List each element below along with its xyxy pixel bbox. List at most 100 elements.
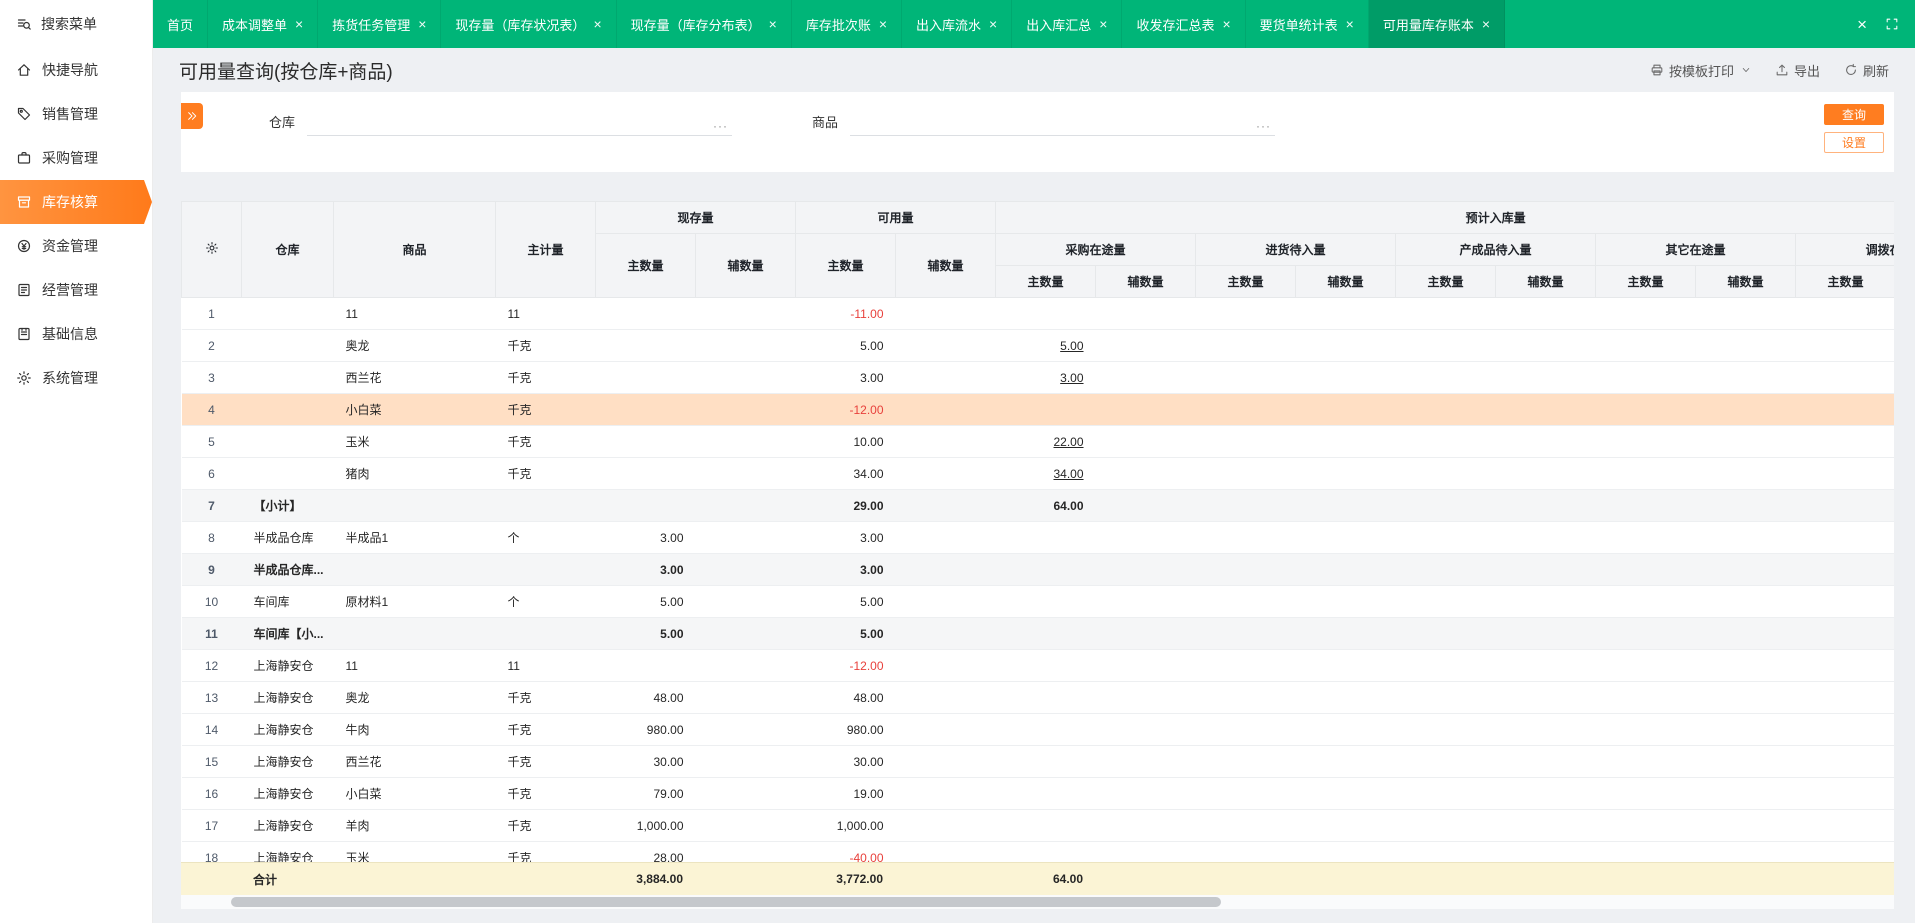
col-header-unit[interactable]: 主计量: [495, 201, 596, 298]
col-group-purchase-transit[interactable]: 采购在途量: [995, 233, 1197, 266]
col-group-incoming-pending[interactable]: 进货待入量: [1195, 233, 1397, 266]
chevron-down-icon[interactable]: [1741, 65, 1751, 75]
expand-filter-button[interactable]: [181, 103, 203, 129]
col-group-available[interactable]: 可用量: [795, 201, 997, 234]
total-row[interactable]: 合计 3,884.00 3,772.00 64.00: [181, 863, 1894, 895]
table-row[interactable]: 1 11 11 -11.00: [181, 297, 1894, 330]
col-header-aux-qty[interactable]: 辅数量: [1695, 265, 1797, 298]
col-group-other-transit[interactable]: 其它在途量: [1595, 233, 1797, 266]
col-group-allocation-transit[interactable]: 调拨在途量: [1795, 233, 1894, 266]
col-header-warehouse[interactable]: 仓库: [241, 201, 334, 298]
tab-close-icon[interactable]: ×: [1345, 16, 1354, 32]
product-picker-button[interactable]: ···: [1256, 119, 1272, 133]
table-row[interactable]: 17 上海静安仓 羊肉 千克 1,000.00 1,000.00: [181, 809, 1894, 842]
export-button[interactable]: 导出: [1775, 61, 1820, 80]
tab-close-icon[interactable]: ×: [593, 16, 602, 32]
drilldown-link-po_main[interactable]: 3.00: [995, 361, 1096, 394]
cell-other_main: [1595, 681, 1696, 714]
col-group-finished-pending[interactable]: 产成品待入量: [1395, 233, 1597, 266]
tab-home[interactable]: 首页: [153, 0, 209, 48]
sidebar-item-label: 经营管理: [42, 282, 98, 298]
table-row[interactable]: 15 上海静安仓 西兰花 千克 30.00 30.00: [181, 745, 1894, 778]
col-group-expected-inbound[interactable]: 预计入库量: [995, 201, 1894, 234]
tab-batch-ledger[interactable]: 库存批次账 ×: [792, 0, 903, 48]
search-menu-button[interactable]: 搜索菜单: [0, 0, 152, 48]
table-row[interactable]: 14 上海静安仓 牛肉 千克 980.00 980.00: [181, 713, 1894, 746]
sidebar-item-funds[interactable]: 资金管理: [0, 224, 152, 268]
sidebar-item-purchase[interactable]: 采购管理: [0, 136, 152, 180]
sidebar-item-basic-info[interactable]: 基础信息: [0, 312, 152, 356]
col-header-aux-qty[interactable]: 辅数量: [895, 233, 997, 298]
tab-cost-adjust[interactable]: 成本调整单 ×: [208, 0, 319, 48]
table-row[interactable]: 8 半成品仓库 半成品1 个 3.00 3.00: [181, 521, 1894, 554]
table-row[interactable]: 2 奥龙 千克 5.00 5.00: [181, 329, 1894, 362]
table-row[interactable]: 7 【小计】 29.00 64.00: [181, 489, 1894, 522]
table-row[interactable]: 3 西兰花 千克 3.00 3.00: [181, 361, 1894, 394]
col-header-main-qty[interactable]: 主数量: [795, 233, 897, 298]
sidebar-item-inventory[interactable]: 库存核算: [0, 180, 152, 224]
col-header-main-qty[interactable]: 主数量: [1395, 265, 1497, 298]
tab-inout-flow[interactable]: 出入库流水 ×: [902, 0, 1013, 48]
tab-close-icon[interactable]: ×: [1481, 16, 1491, 32]
col-header-aux-qty[interactable]: 辅数量: [694, 233, 797, 298]
cell-cur_main: 3,884.00: [595, 863, 695, 895]
tab-stock-status[interactable]: 现存量（库存状况表） ×: [441, 0, 617, 48]
fullscreen-icon[interactable]: [1885, 17, 1899, 31]
col-header-aux-qty[interactable]: 辅数量: [1095, 265, 1197, 298]
table-row[interactable]: 16 上海静安仓 小白菜 千克 79.00 19.00: [181, 777, 1894, 810]
refresh-button[interactable]: 刷新: [1844, 61, 1889, 80]
warehouse-input[interactable]: ···: [307, 110, 733, 136]
col-header-product[interactable]: 商品: [333, 201, 496, 298]
sidebar-item-system[interactable]: 系统管理: [0, 356, 152, 400]
cell-fg_aux: [1495, 425, 1596, 458]
cell-cur_main: 28.00: [595, 841, 696, 862]
drilldown-link-po_main[interactable]: 22.00: [995, 425, 1096, 458]
tab-close-icon[interactable]: ×: [989, 16, 998, 32]
tab-inout-summary[interactable]: 出入库汇总 ×: [1012, 0, 1123, 48]
table-row[interactable]: 10 车间库 原材料1 个 5.00 5.00: [181, 585, 1894, 618]
tab-close-icon[interactable]: ×: [768, 16, 777, 32]
table-row[interactable]: 4 小白菜 千克 -12.00: [181, 393, 1894, 426]
col-header-main-qty[interactable]: 主数量: [1795, 265, 1894, 298]
col-header-main-qty[interactable]: 主数量: [1595, 265, 1697, 298]
tab-close-icon[interactable]: ×: [1099, 16, 1108, 32]
query-button[interactable]: 查询: [1824, 104, 1884, 125]
col-header-main-qty[interactable]: 主数量: [1195, 265, 1297, 298]
col-header-aux-qty[interactable]: 辅数量: [1295, 265, 1397, 298]
tab-picking-task[interactable]: 拣货任务管理 ×: [318, 0, 442, 48]
tab-stock-distribution[interactable]: 现存量（库存分布表） ×: [617, 0, 792, 48]
table-row[interactable]: 18 上海静安仓 玉米 千克 28.00 -40.00: [181, 841, 1894, 862]
cell-other_main: [1595, 489, 1696, 522]
print-by-template-button[interactable]: 按模板打印: [1650, 61, 1751, 80]
tab-recv-send-summary[interactable]: 收发存汇总表 ×: [1122, 0, 1246, 48]
sidebar-item-sales[interactable]: 销售管理: [0, 92, 152, 136]
sidebar-item-label: 快捷导航: [42, 62, 98, 78]
tab-close-icon[interactable]: ×: [295, 16, 304, 32]
close-tabs-icon[interactable]: ×: [1857, 14, 1867, 34]
table-row[interactable]: 9 半成品仓库... 3.00 3.00: [181, 553, 1894, 586]
tab-close-icon[interactable]: ×: [418, 16, 427, 32]
table-row[interactable]: 12 上海静安仓 11 11 -12.00: [181, 649, 1894, 682]
table-row[interactable]: 5 玉米 千克 10.00 22.00: [181, 425, 1894, 458]
drilldown-link-po_main[interactable]: 34.00: [995, 457, 1096, 490]
drilldown-link-po_main[interactable]: 5.00: [995, 329, 1096, 362]
col-group-current-stock[interactable]: 现存量: [594, 201, 797, 234]
product-input[interactable]: ···: [850, 110, 1276, 136]
tab-available-ledger[interactable]: 可用量库存账本 ×: [1368, 0, 1506, 48]
table-row[interactable]: 6 猪肉 千克 34.00 34.00: [181, 457, 1894, 490]
tab-requisition-stats[interactable]: 要货单统计表 ×: [1246, 0, 1369, 48]
tab-close-icon[interactable]: ×: [1222, 16, 1231, 32]
tab-close-icon[interactable]: ×: [878, 16, 888, 32]
sidebar-item-quick-nav[interactable]: 快捷导航: [0, 48, 152, 92]
table-row[interactable]: 11 车间库【小... 5.00 5.00: [181, 617, 1894, 650]
scrollbar-thumb[interactable]: [231, 897, 1221, 907]
col-header-main-qty[interactable]: 主数量: [595, 233, 696, 298]
table-row[interactable]: 13 上海静安仓 奥龙 千克 48.00 48.00: [181, 681, 1894, 714]
col-header-aux-qty[interactable]: 辅数量: [1495, 265, 1597, 298]
horizontal-scrollbar[interactable]: [181, 895, 1894, 909]
settings-button[interactable]: 设置: [1824, 132, 1884, 153]
sidebar-item-business[interactable]: 经营管理: [0, 268, 152, 312]
col-header-main-qty[interactable]: 主数量: [995, 265, 1097, 298]
warehouse-picker-button[interactable]: ···: [713, 119, 729, 133]
column-settings-icon[interactable]: [205, 241, 219, 255]
